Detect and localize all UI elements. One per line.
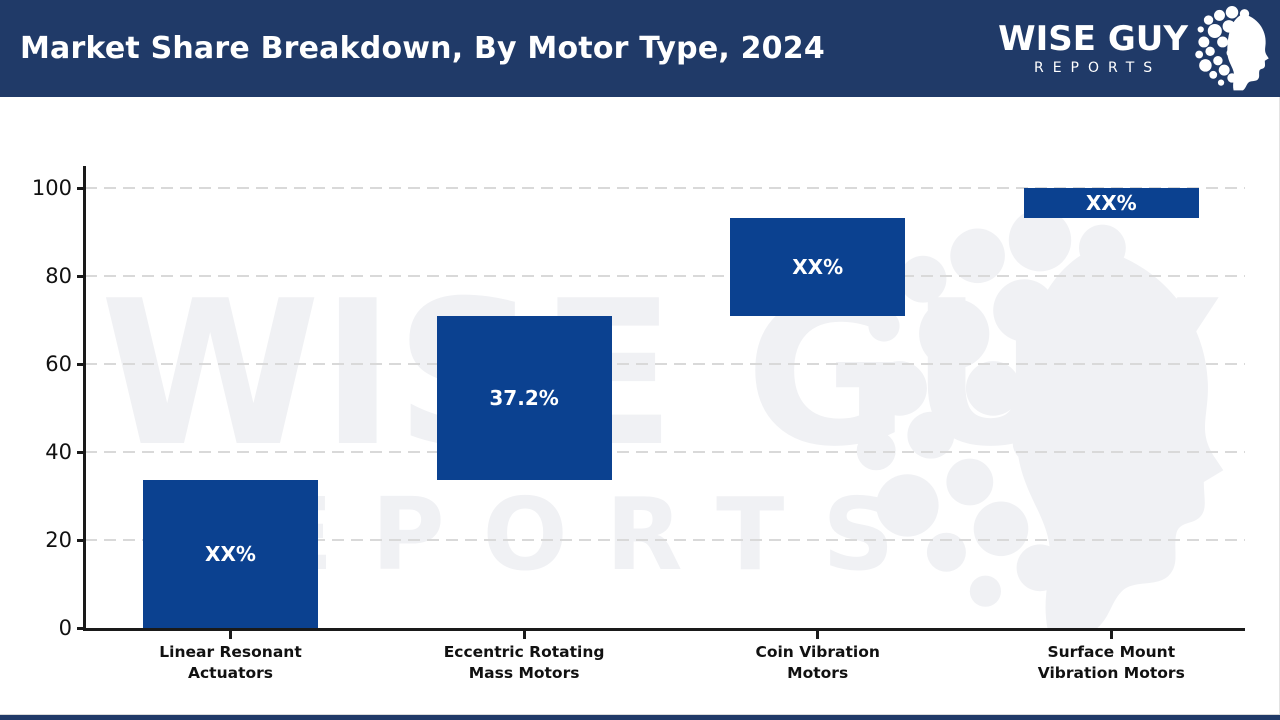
y-tick-label-40: 40: [45, 440, 72, 464]
y-tick-label-0: 0: [58, 616, 72, 640]
logo-wordmark: WISE GUY REPORTS: [998, 19, 1188, 76]
y-tick-label-60: 60: [45, 352, 72, 376]
gridline-60: [85, 363, 1245, 365]
bar-value-label: XX%: [1085, 190, 1137, 215]
bar-4: XX%: [1023, 188, 1199, 218]
bar-3: XX%: [730, 217, 906, 317]
logo-wiseguy-text: WISE GUY: [998, 19, 1188, 60]
wiseguy-face-icon: [1195, 6, 1269, 91]
bar-2: 37.2%: [436, 316, 612, 481]
x-tick-mark-3: [816, 631, 820, 639]
wiseguy-logo: WISE GUY REPORTS: [998, 6, 1272, 92]
x-category-label: Linear Resonant Actuators: [159, 643, 302, 682]
bar-value-label: XX%: [205, 542, 256, 567]
bar-1: XX%: [143, 480, 318, 628]
y-tick-label-20: 20: [45, 528, 72, 552]
logo-reports-text: REPORTS: [1033, 59, 1162, 76]
gridline-80: [85, 275, 1245, 277]
x-tick-mark-4: [1109, 631, 1113, 639]
footer-bar: [0, 715, 1280, 720]
bar-value-label: 37.2%: [489, 386, 559, 411]
y-tick-mark-80: [77, 274, 85, 278]
y-tick-mark-40: [77, 450, 85, 454]
y-tick-mark-20: [77, 538, 85, 542]
page-title: Market Share Breakdown, By Motor Type, 2…: [20, 31, 825, 66]
gridline-100: [85, 187, 1245, 189]
bar-value-label: XX%: [792, 255, 844, 280]
x-tick-mark-2: [522, 631, 526, 639]
footer-hairline: [0, 714, 1280, 715]
x-axis-line: [83, 628, 1245, 631]
watermark-face-icon: [856, 209, 1224, 631]
x-category-label: Coin Vibration Motors: [755, 643, 880, 682]
x-tick-mark-1: [229, 631, 232, 639]
header-bar: Market Share Breakdown, By Motor Type, 2…: [0, 0, 1280, 97]
gridline-40: [85, 451, 1245, 453]
x-category-label: Surface Mount Vibration Motors: [1037, 643, 1185, 682]
y-tick-mark-100: [77, 186, 85, 190]
y-axis-line: [83, 166, 86, 631]
y-tick-label-80: 80: [45, 264, 72, 288]
y-tick-label-100: 100: [31, 176, 72, 200]
chart-area: WISE GUY REPORTS 0 20 40 60 80 100 XX% Linear R…: [0, 97, 1280, 714]
x-category-label: Eccentric Rotating Mass Motors: [443, 643, 605, 682]
gridline-20: [85, 539, 1245, 541]
y-tick-mark-60: [77, 362, 85, 366]
y-tick-mark-0: [77, 626, 85, 630]
